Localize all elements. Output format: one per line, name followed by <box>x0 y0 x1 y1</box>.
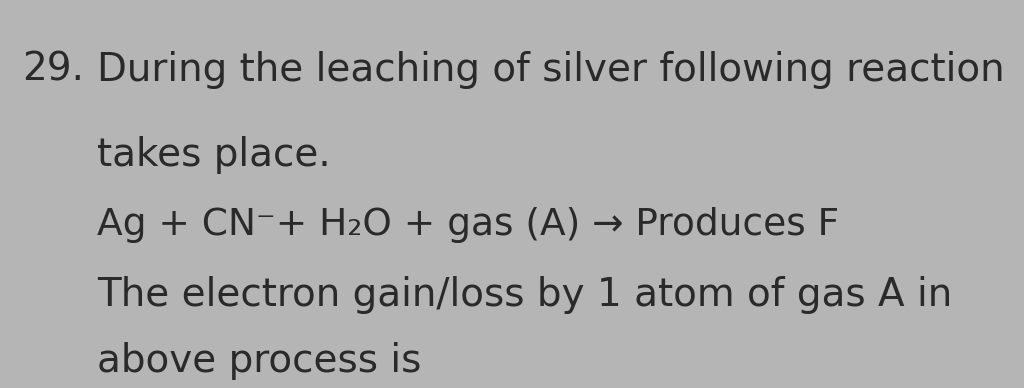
Text: above process is: above process is <box>97 342 422 380</box>
Text: During the leaching of silver following reaction: During the leaching of silver following … <box>97 51 1005 89</box>
Text: 29.: 29. <box>23 51 85 89</box>
Text: Ag + CN⁻+ H₂O + gas (A) → Produces F: Ag + CN⁻+ H₂O + gas (A) → Produces F <box>97 207 840 243</box>
Text: The electron gain/loss by 1 atom of gas A in: The electron gain/loss by 1 atom of gas … <box>97 276 952 314</box>
Text: takes place.: takes place. <box>97 136 331 174</box>
